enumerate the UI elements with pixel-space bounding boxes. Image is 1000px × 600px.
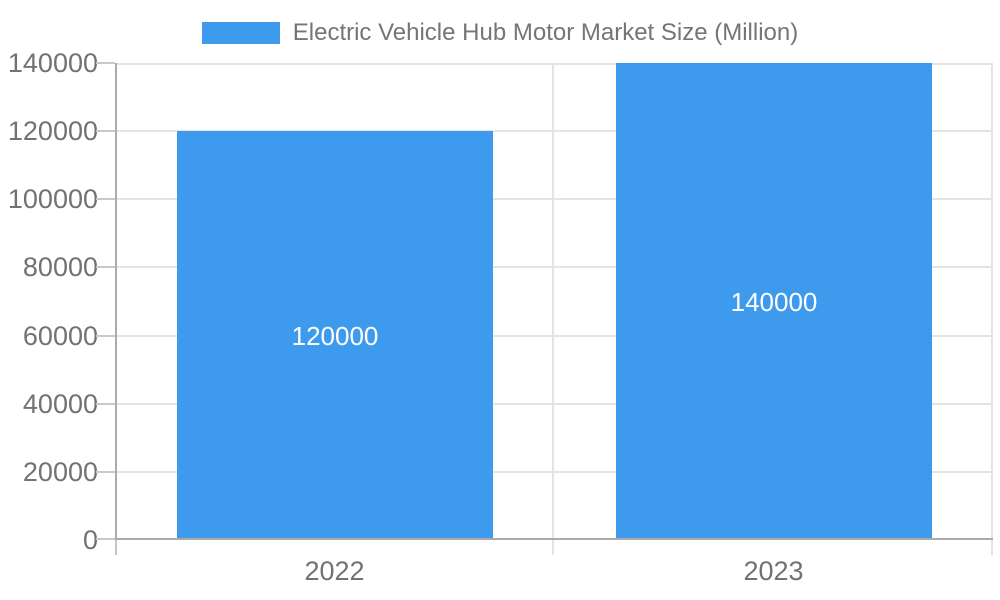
y-axis-tick-label: 20000 <box>22 457 98 487</box>
bar-value-label: 140000 <box>730 286 818 317</box>
category-divider-line <box>552 63 554 555</box>
y-axis-tick <box>96 335 115 337</box>
bar-value-label: 120000 <box>291 320 379 351</box>
y-axis-tick-label: 120000 <box>7 116 98 146</box>
y-gridline <box>115 198 993 200</box>
y-gridline <box>115 63 993 65</box>
y-axis-tick <box>96 471 115 473</box>
y-axis-tick <box>96 62 115 64</box>
y-axis-tick-label: 140000 <box>7 48 98 78</box>
y-axis-tick <box>96 130 115 132</box>
y-axis-line <box>115 63 117 540</box>
y-axis-tick <box>96 403 115 405</box>
y-axis-tick-label: 0 <box>82 525 98 555</box>
y-axis-tick-label: 40000 <box>22 389 98 419</box>
bar-2023[interactable]: 140000 <box>616 63 932 540</box>
y-axis-tick-label: 60000 <box>22 321 98 351</box>
y-axis-tick <box>96 266 115 268</box>
bar-2022[interactable]: 120000 <box>177 131 493 540</box>
y-axis-tick-label: 80000 <box>22 252 98 282</box>
x-axis-tick-label: 2023 <box>743 556 804 586</box>
y-gridline <box>115 130 993 132</box>
y-gridline <box>115 266 993 268</box>
legend-label: Electric Vehicle Hub Motor Market Size (… <box>292 19 799 46</box>
y-gridline <box>115 471 993 473</box>
legend-swatch <box>201 22 280 44</box>
x-axis-line <box>115 538 993 540</box>
x-axis-tick <box>115 540 117 555</box>
y-gridline <box>115 335 993 337</box>
y-axis-tick <box>96 538 115 540</box>
plot-area: 120000 140000 <box>96 62 993 555</box>
category-divider-line <box>991 63 993 555</box>
chart-legend: Electric Vehicle Hub Motor Market Size (… <box>0 19 1000 47</box>
x-axis-tick-label: 2022 <box>304 556 365 586</box>
y-axis-tick-label: 100000 <box>7 184 98 214</box>
y-axis-tick <box>96 198 115 200</box>
y-gridline <box>115 403 993 405</box>
